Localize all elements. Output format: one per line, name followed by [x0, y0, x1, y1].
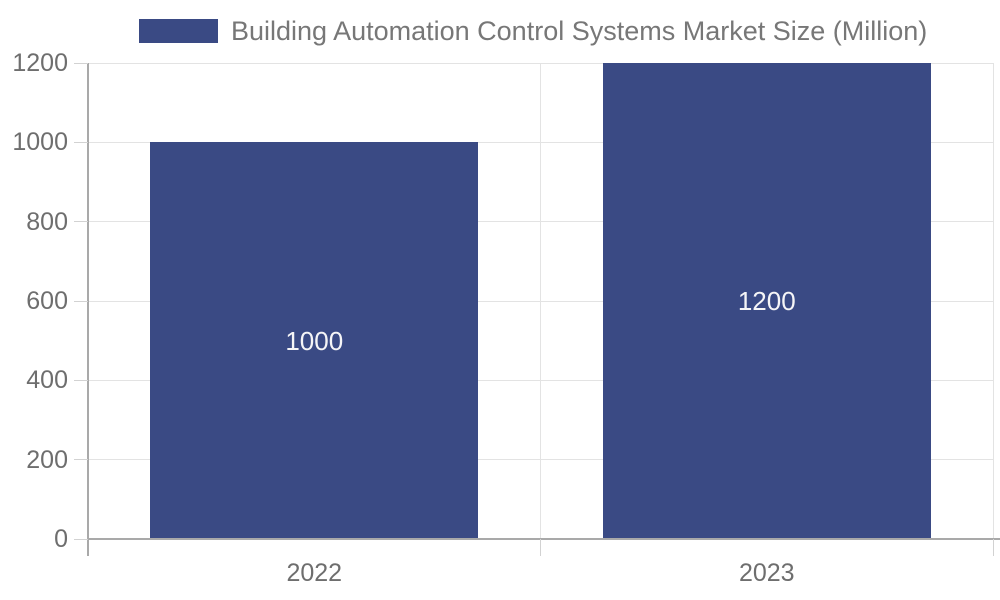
y-tick-label: 800: [26, 207, 68, 236]
y-tick: [74, 62, 88, 64]
bar-value-label: 1200: [737, 286, 796, 316]
x-tick: [540, 539, 541, 556]
gridline-vertical: [540, 63, 541, 539]
legend-swatch[interactable]: [139, 19, 218, 43]
y-tick: [74, 221, 88, 223]
gridline-vertical: [992, 63, 994, 539]
x-tick-label: 2022: [286, 559, 343, 587]
x-tick-label: 2023: [738, 559, 795, 587]
bar-value-label: 1000: [285, 325, 344, 356]
y-tick: [74, 141, 88, 143]
y-axis-line: [87, 63, 89, 556]
x-tick: [992, 539, 994, 556]
y-tick: [74, 459, 88, 461]
y-tick-label: 400: [26, 366, 68, 395]
y-tick-label: 200: [26, 445, 68, 474]
y-tick-label: 1000: [12, 128, 68, 157]
y-tick: [74, 538, 88, 540]
bar[interactable]: [150, 142, 479, 539]
legend-title[interactable]: Building Automation Control Systems Mark…: [231, 16, 928, 46]
chart-legend[interactable]: Building Automation Control Systems Mark…: [139, 16, 927, 46]
x-axis-line: [88, 538, 1000, 540]
y-tick-label: 1200: [12, 49, 68, 77]
y-tick-label: 0: [54, 525, 68, 553]
bar[interactable]: [602, 63, 931, 539]
y-tick: [74, 379, 88, 381]
y-tick-label: 600: [26, 287, 68, 315]
y-tick: [74, 300, 88, 302]
